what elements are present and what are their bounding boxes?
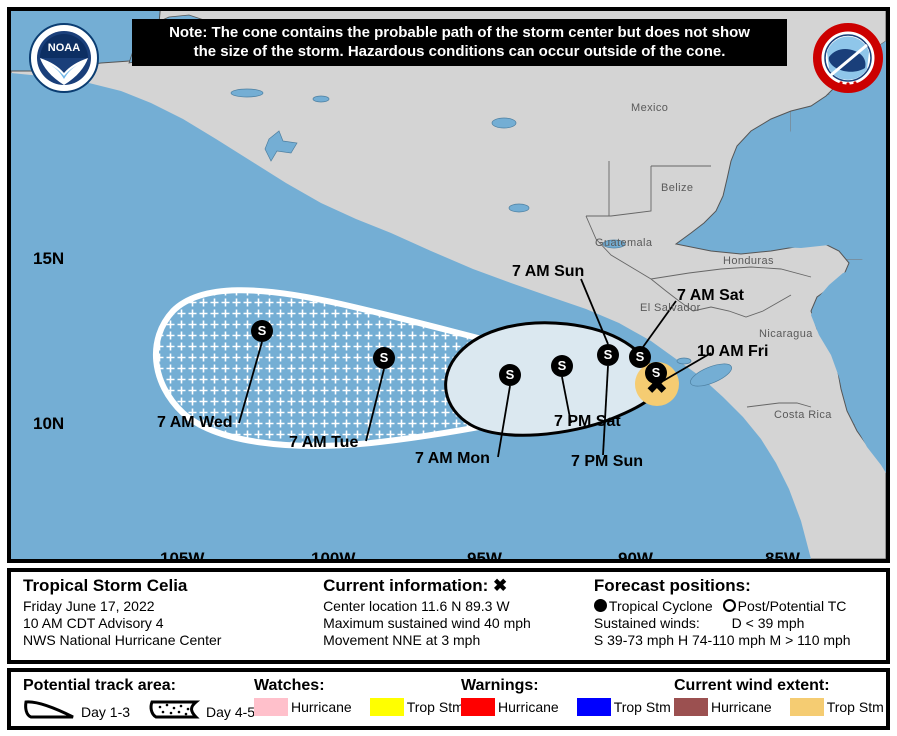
sustained-winds-row: Sustained winds: D < 39 mph (594, 615, 886, 632)
current-max-wind: Maximum sustained wind 40 mph (323, 615, 531, 631)
watch-trop-stm-label: Trop Stm (406, 699, 464, 715)
forecast-label-7am-wed: 7 AM Wed (157, 414, 233, 431)
map-geometry (11, 11, 886, 559)
forecast-label-7am-mon: 7 AM Mon (415, 450, 490, 467)
watch-hurricane-swatch (254, 698, 288, 716)
legend-wind-extent: Current wind extent: Hurricane Trop Stm (674, 677, 897, 716)
forecast-symbol-key: Tropical Cyclone Post/Potential TC (593, 598, 886, 615)
lon-label-95w: 95W (467, 549, 502, 559)
map-canvas[interactable]: Mexico Belize Guatemala Honduras El Salv… (11, 11, 886, 559)
storm-advisory: 10 AM CDT Advisory 4 (23, 615, 164, 631)
country-label-guatemala: Guatemala (595, 237, 653, 249)
legend-warnings-row: Hurricane Trop Stm (461, 698, 689, 716)
cone-note-banner: Note: The cone contains the probable pat… (132, 19, 787, 66)
storm-date: Friday June 17, 2022 (23, 598, 155, 614)
forecast-point-7am-tue[interactable]: S (373, 347, 395, 369)
cone-day45-icon (148, 698, 202, 725)
watch-trop-stm-swatch (369, 698, 404, 716)
note-line-1: Note: The cone contains the probable pat… (169, 24, 750, 41)
forecast-label-10am-fri: 10 AM Fri (697, 343, 769, 360)
wind-category-scale: S 39-73 mph H 74-110 mph M > 110 mph (593, 632, 851, 648)
sustained-winds-label: Sustained winds: (593, 615, 700, 631)
nws-logo (811, 21, 885, 95)
noaa-logo: NOAA (27, 21, 101, 95)
wind-extent-hurricane-swatch (674, 698, 708, 716)
warning-trop-stm-swatch (576, 698, 611, 716)
lon-label-105w: 105W (160, 549, 205, 559)
forecast-positions-column: Forecast positions: Tropical Cyclone Post… (586, 572, 886, 660)
note-line-2: the size of the storm. Hazardous conditi… (193, 43, 726, 60)
storm-agency: NWS National Hurricane Center (23, 632, 222, 648)
lat-label-10n: 10N (33, 414, 65, 433)
legend-warnings-title: Warnings: (461, 677, 539, 694)
legend-track-row: Day 1-3 Day 4-5 (23, 698, 273, 725)
forecast-label-7am-tue: 7 AM Tue (289, 434, 359, 451)
country-label-nicaragua: Nicaragua (759, 328, 813, 340)
lat-label-15n: 15N (33, 249, 65, 268)
current-center-location: Center location 11.6 N 89.3 W (323, 598, 510, 614)
forecast-label-7am-sat: 7 AM Sat (677, 287, 744, 304)
wind-category-d: D < 39 mph (731, 615, 805, 631)
legend-wind-extent-title: Current wind extent: (674, 677, 830, 694)
post-potential-tc-label: Post/Potential TC (737, 598, 847, 614)
watch-hurricane-label: Hurricane (291, 699, 352, 715)
legend-potential-track: Potential track area: Day 1-3 (23, 677, 273, 725)
forecast-point-7pm-sun[interactable]: S (551, 355, 573, 377)
legend-panel: Potential track area: Day 1-3 (7, 668, 890, 730)
warning-hurricane-label: Hurricane (498, 699, 559, 715)
lon-label-100w: 100W (311, 549, 356, 559)
current-information-column: Current information: ✖ Center location 1… (315, 572, 586, 660)
tropical-cyclone-label: Tropical Cyclone (608, 598, 713, 614)
tropical-cyclone-icon (593, 599, 607, 612)
forecast-point-7am-sun[interactable]: S (597, 344, 619, 366)
country-label-belize: Belize (661, 182, 694, 194)
legend-wind-extent-row: Hurricane Trop Stm (674, 698, 897, 716)
forecast-point-7am-sat[interactable]: S (645, 362, 667, 384)
cone-day13-icon (23, 698, 77, 725)
forecast-label-7pm-sat: 7 PM Sat (554, 413, 621, 430)
forecast-label-7pm-sun: 7 PM Sun (571, 453, 644, 470)
legend-day45-label: Day 4-5 (206, 703, 256, 720)
wind-extent-trop-stm-swatch (789, 698, 824, 716)
legend-track-title: Potential track area: (23, 677, 176, 694)
country-label-mexico: Mexico (631, 102, 669, 114)
legend-watches: Watches: Hurricane Trop Stm (254, 677, 482, 716)
country-label-el-salvador: El Salvador (640, 302, 701, 314)
post-potential-tc-icon (722, 599, 736, 612)
map-panel[interactable]: Mexico Belize Guatemala Honduras El Salv… (7, 7, 890, 563)
forecast-point-7am-mon[interactable]: S (499, 364, 521, 386)
legend-watches-row: Hurricane Trop Stm (254, 698, 482, 716)
lon-label-85w: 85W (765, 549, 800, 559)
forecast-positions-title: Forecast positions: (593, 576, 751, 595)
storm-name: Tropical Storm Celia (23, 576, 188, 595)
forecast-point-7pm-sat[interactable]: S (629, 346, 651, 368)
legend-warnings: Warnings: Hurricane Trop Stm (461, 677, 689, 716)
forecast-label-7am-sun: 7 AM Sun (512, 263, 585, 280)
storm-identity-column: Tropical Storm Celia Friday June 17, 202… (11, 572, 315, 660)
legend-day13-label: Day 1-3 (81, 703, 131, 720)
current-position-marker[interactable]: ✖ (646, 369, 668, 399)
warning-hurricane-swatch (461, 698, 495, 716)
country-label-honduras: Honduras (723, 255, 774, 267)
svg-text:NOAA: NOAA (48, 42, 80, 54)
current-movement: Movement NNE at 3 mph (323, 632, 481, 648)
legend-watches-title: Watches: (254, 677, 325, 694)
lon-label-90w: 90W (618, 549, 653, 559)
country-label-costa-rica: Costa Rica (774, 409, 832, 421)
wind-extent-hurricane-label: Hurricane (711, 699, 772, 715)
current-information-title: Current information: ✖ (323, 576, 508, 595)
storm-info-panel: Tropical Storm Celia Friday June 17, 202… (7, 568, 890, 664)
forecast-point-7am-wed[interactable]: S (251, 320, 273, 342)
wind-extent-trop-stm-label: Trop Stm (826, 699, 884, 715)
warning-trop-stm-label: Trop Stm (613, 699, 671, 715)
